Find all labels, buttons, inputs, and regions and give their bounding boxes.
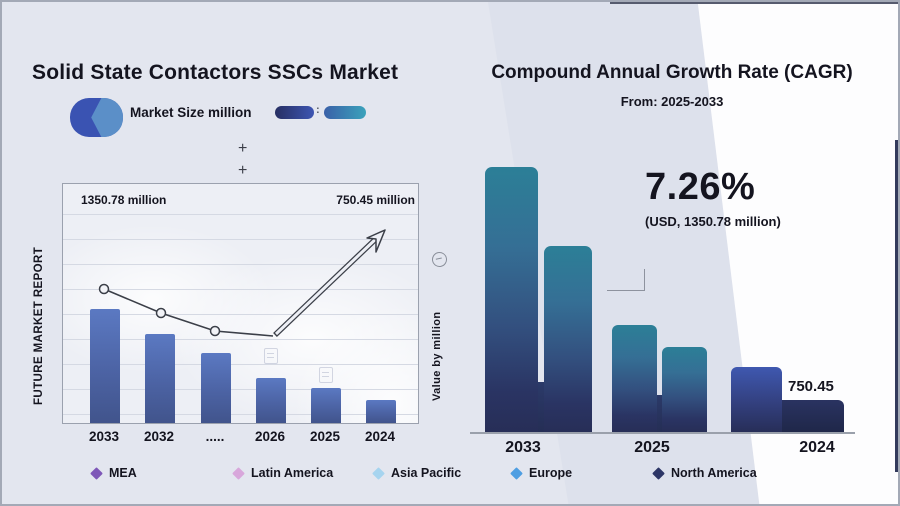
clipboard-watermark-icon [264, 348, 278, 364]
legend-item-asia-pacific: Asia Pacific [372, 466, 462, 480]
step-annotation-line [607, 269, 645, 291]
line-marker-icon [98, 283, 110, 295]
cagr-bar-2033-primary [485, 167, 538, 432]
market-size-label: Market Size million [130, 105, 252, 120]
gradient-pill-right-icon [324, 106, 366, 119]
annotation-1350: 1350.78 million [81, 193, 167, 207]
pill-separator: : [316, 104, 320, 116]
x-label-2026: 2026 [254, 429, 286, 444]
value-by-million-label: Value by million [431, 311, 443, 401]
cylinder-highlight [91, 98, 123, 137]
diamond-icon [510, 466, 523, 480]
cagr-bar-2025-primary [612, 325, 657, 432]
line-marker-icon [209, 325, 221, 337]
gradient-pill-left-icon [275, 106, 314, 119]
chart-gridlines [63, 214, 418, 423]
x-label-2024: 2024 [364, 429, 396, 444]
right-edge-accent [895, 140, 898, 472]
legend-item-mea: MEA [90, 466, 137, 480]
cagr-bar-2025-secondary [662, 347, 707, 432]
clipboard-watermark-icon [319, 367, 333, 383]
cagr-x-label-2025: 2025 [634, 439, 670, 456]
cagr-x-label-2033: 2033 [505, 439, 541, 456]
cagr-axis-line [470, 432, 855, 434]
plus-icon: + [238, 140, 248, 157]
market-bar-2033 [90, 309, 120, 423]
cagr-subtitle: From: 2025-2033 [620, 94, 724, 109]
market-size-cylinder-icon [70, 98, 123, 137]
legend-item-north-america: North America [652, 466, 757, 480]
cagr-bar-join [657, 395, 662, 432]
growth-arrow-inner [274, 233, 382, 336]
growth-arrowhead-icon [366, 229, 386, 253]
cagr-bar-join [538, 382, 544, 432]
top-edge-accent [610, 2, 898, 4]
market-bar-2025 [311, 388, 341, 423]
annotation-750: 750.45 million [336, 193, 415, 207]
market-size-chart: 1350.78 million 750.45 million [62, 183, 419, 424]
diamond-icon [372, 466, 385, 480]
legend-item-europe: Europe [510, 466, 573, 480]
market-bar-2032 [145, 334, 175, 423]
market-bar-2024 [366, 400, 396, 423]
cagr-title: Compound Annual Growth Rate (CAGR) [491, 62, 853, 83]
legend-label: Latin America [251, 466, 334, 480]
circle-minus-icon [430, 250, 449, 269]
cagr-value: 7.26% [645, 166, 756, 208]
cagr-note: (USD, 1350.78 million) [645, 214, 781, 229]
cagr-bar-2024-primary [731, 367, 782, 432]
x-label-2032: 2032 [143, 429, 175, 444]
future-market-report-label: FUTURE MARKET REPORT [33, 246, 45, 406]
line-marker-icon [155, 307, 167, 319]
diamond-icon [232, 466, 245, 480]
page-title: Solid State Contactors SSCs Market [32, 61, 399, 84]
legend-item-latin-america: Latin America [232, 466, 334, 480]
market-bar-mid [201, 353, 231, 423]
x-label-2033: 2033 [88, 429, 120, 444]
legend-label: North America [671, 466, 757, 480]
diamond-icon [90, 466, 103, 480]
legend-label: Europe [529, 466, 573, 480]
market-bar-2026 [256, 378, 286, 423]
diamond-icon [652, 466, 665, 480]
cagr-data-label-750: 750.45 [788, 378, 834, 395]
cagr-bar-2024-secondary [782, 400, 844, 432]
trend-line-overlay [98, 229, 386, 337]
legend-label: Asia Pacific [391, 466, 462, 480]
legend-label: MEA [109, 466, 137, 480]
x-label-dots: ..... [205, 429, 225, 444]
x-label-2025: 2025 [309, 429, 341, 444]
cagr-x-label-2024: 2024 [799, 439, 835, 456]
cagr-bar-2033-secondary [544, 246, 592, 432]
trend-line [103, 288, 274, 337]
plus-icon: + [238, 162, 248, 179]
